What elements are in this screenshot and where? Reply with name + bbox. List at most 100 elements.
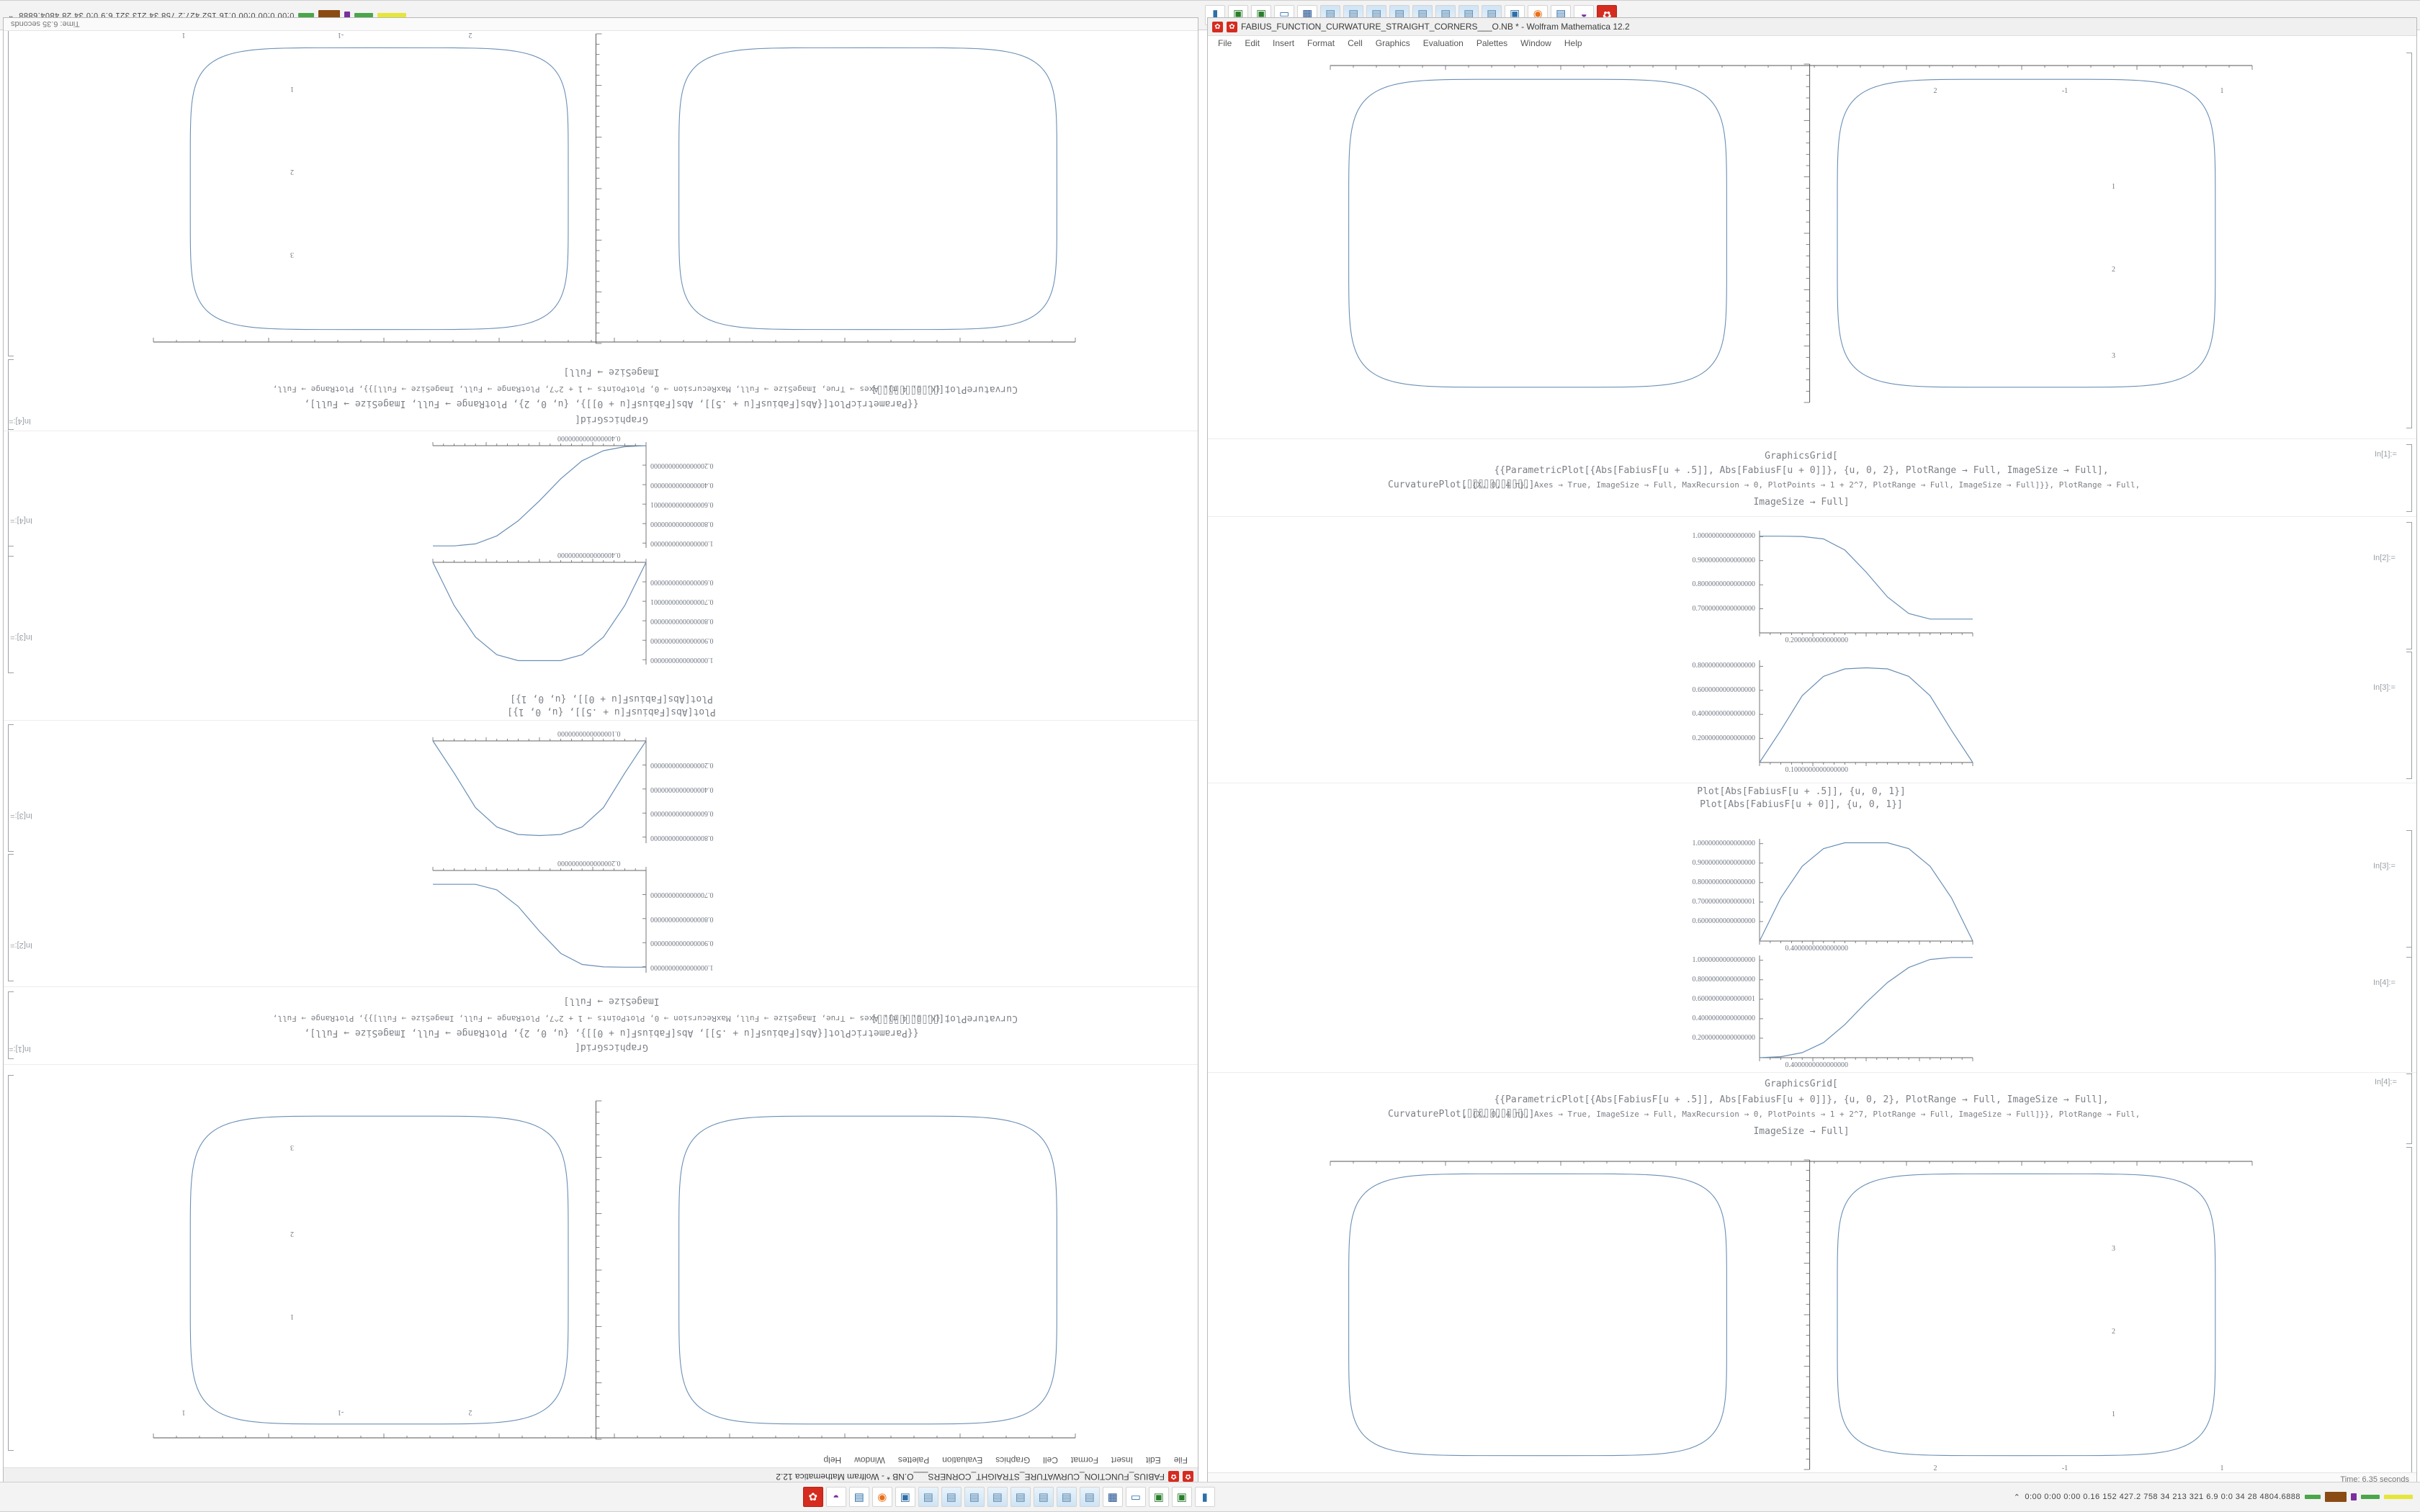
x-tick-1b: 1 [2220,1464,2224,1472]
cell-bracket-in4[interactable] [8,359,14,431]
y-tick-1b: 1 [290,85,294,93]
cell-bracket-out1[interactable] [8,1075,14,1451]
cell-bracket-in1[interactable] [2406,444,2412,512]
menu-item-palettes[interactable]: Palettes [897,1455,930,1465]
taskbar-tray-caret[interactable]: ⌃ [2013,1493,2021,1502]
squircle-parametric-plot [1330,1159,2253,1470]
cell-divider [4,986,1198,987]
menu-item-file[interactable]: File [1173,1455,1188,1465]
menu-item-evaluation[interactable]: Evaluation [942,1455,983,1465]
y-tick-label: 0.4000000000000000 [1692,710,1756,719]
output-graphic-squircle-top [146,1082,1104,1449]
cell-bracket-out4[interactable] [2406,947,2412,1074]
y-tick-label: 0.6000000000000000 [650,809,714,818]
cell-bracket-in4[interactable] [2406,1072,2412,1144]
menu-item-edit[interactable]: Edit [1245,38,1260,48]
menu-item-edit[interactable]: Edit [1145,1455,1161,1465]
menu-item-graphics[interactable]: Graphics [1375,38,1410,48]
cell-bracket-out3[interactable] [2406,652,2412,779]
plot-plot-out-3: 0.6000000000000000 0.7000000000000001 0.80… [1669,833,1986,955]
menu-item-cell[interactable]: Cell [1043,1455,1058,1465]
status-time-left: Time: 6.35 seconds [11,19,80,29]
taskbar-bottom[interactable]: ✿ ◓ ▤ ◉ ▣ ▤ ▤ ▤ ▤ ▤ ▤ ▤ ▤ ▦ ▭ ▣ ▣ ▮ ⌃ 0:00 0:00 0:00 0.16… [0,1482,2420,1512]
x-tick-minus1b: -1 [337,31,344,39]
menu-item-format[interactable]: Format [1070,1455,1098,1465]
x-tick-label: 0.4000000000000000 [557,434,621,442]
menu-item-palettes[interactable]: Palettes [1476,38,1508,48]
cell-bracket-out3[interactable] [8,724,14,852]
plot-canvas [1759,531,1973,636]
menu-item-insert[interactable]: Insert [1273,38,1295,48]
menu-item-graphics[interactable]: Graphics [995,1455,1031,1465]
remote-desktop-icon[interactable]: ▣ [895,1487,915,1507]
code-line-curvatureplot: CurvaturePlot[⌷⌷⌷⌷⌷⌷⌷⌷⌷⌷⌷] [871,1013,1018,1024]
y-tick-label: 1.0000000000000000 [650,656,714,665]
menu-item-insert[interactable]: Insert [1111,1455,1133,1465]
menu-item-evaluation[interactable]: Evaluation [1422,38,1464,48]
in-label-3b: In[3]:= [2373,862,2396,870]
menu-bar-left[interactable]: File Edit Insert Format Cell Graphics Ev… [4,1452,1198,1467]
cell-bracket-out2[interactable] [2406,522,2412,649]
plot-canvas [432,559,647,665]
blue-device-icon[interactable]: ▮ [1194,1487,1215,1507]
notebook-icon-4[interactable]: ▤ [987,1487,1008,1507]
taskbar-icons[interactable]: ✿ ◓ ▤ ◉ ▣ ▤ ▤ ▤ ▤ ▤ ▤ ▤ ▤ ▦ ▭ ▣ ▣ ▮ [4,1487,2014,1507]
y-tick-3: 3 [2112,352,2115,360]
notebook-icon-1[interactable]: ▤ [918,1487,938,1507]
notebook-icon-5[interactable]: ▤ [1010,1487,1031,1507]
notebook-canvas-left[interactable]: 1 -1 2 1 2 3 GraphicsGrid[{{ParametricPlot[{Ab… [4,31,1198,1454]
cell-bracket-out3b[interactable] [8,546,14,673]
firefox-icon[interactable]: ◉ [871,1487,892,1507]
cell-bracket-out3b[interactable] [2406,830,2412,958]
mathematica-icon[interactable]: ✿ [802,1487,823,1507]
x-tick-label: 0.2000000000000000 [557,859,621,867]
code-line-axes: , {X, 0, 4 π}, Axes → True, ImageSize → … [272,1014,951,1023]
squircle-right [189,1115,569,1425]
code-line-axes: , {X, 0, 4 π}, Axes → True, ImageSize → … [1462,480,2141,490]
cell-bracket-out4b[interactable] [2406,1147,2412,1472]
app-purple-icon[interactable]: ◓ [825,1487,846,1507]
menu-bar-right[interactable]: File Edit Insert Format Cell Graphics Ev… [1208,36,2416,51]
notebook-icon-7[interactable]: ▤ [1056,1487,1077,1507]
notebook-icon-3[interactable]: ▤ [964,1487,985,1507]
green-terminal-icon[interactable]: ▣ [1148,1487,1169,1507]
menu-item-file[interactable]: File [1218,38,1232,48]
code-line-plot-half: Plot[Abs[FabiusF[u + .5]], {u, 0, 1}] [1697,786,1906,797]
window-title-bar-right[interactable]: ✿ ✿ FABIUS_FUNCTION_CURWATURE_STRAIGHT_C… [1208,18,2416,36]
menu-item-window[interactable]: Window [1520,38,1551,48]
notebook-window-right[interactable]: ✿ ✿ FABIUS_FUNCTION_CURWATURE_STRAIGHT_C… [1207,17,2417,1486]
menu-item-cell[interactable]: Cell [1348,38,1363,48]
save-disk-icon[interactable]: ▦ [1102,1487,1123,1507]
plot-plot-out-2: 0.2000000000000000 0.4000000000000000 0.60… [1669,654,1986,777]
y-tick-2b: 2 [290,168,294,176]
document-viewer-icon[interactable]: ▤ [848,1487,869,1507]
notebook-icon-2[interactable]: ▤ [941,1487,962,1507]
cell-bracket-out1[interactable] [2406,53,2412,428]
menu-item-format[interactable]: Format [1307,38,1335,48]
notebook-window-left[interactable]: ✿ ✿ FABIUS_FUNCTION_CURWATURE_STRAIGHT_C… [3,17,1198,1486]
taskbar-tray[interactable]: ⌃ 0:00 0:00 0:00 0.16 152 427.2 758 34 2… [2014,1492,2420,1502]
plot-plot-out-1: 0.7000000000000000 0.8000000000000000 0.90… [1669,525,1986,647]
monitor-icon[interactable]: ▭ [1125,1487,1146,1507]
code-line-curvatureplot: CurvaturePlot[⌷⌷⌷⌷⌷⌷⌷⌷⌷⌷⌷] [1388,480,1535,490]
cell-bracket-out2[interactable] [8,854,14,981]
data-series-line [433,445,647,546]
y-tick-label: 0.2000000000000000 [650,761,714,770]
notebook-icon-6[interactable]: ▤ [1033,1487,1054,1507]
cell-bracket-in1[interactable] [8,991,14,1059]
y-tick-3: 3 [290,1143,294,1151]
data-series-line [1759,667,1973,763]
notebook-canvas-right[interactable]: 1 -1 2 1 2 3 GraphicsGrid[{{ParametricPlot[{Ab… [1208,50,2416,1472]
code-line-graphicsgrid-2: GraphicsGrid[ [1765,1079,1838,1089]
cell-bracket-out4[interactable] [8,429,14,557]
y-tick-label: 0.9000000000000000 [650,939,714,948]
menu-item-help[interactable]: Help [1564,38,1582,48]
green-terminal-icon-2[interactable]: ▣ [1171,1487,1192,1507]
notebook-icon-8[interactable]: ▤ [1079,1487,1100,1507]
menu-item-help[interactable]: Help [823,1455,842,1465]
menu-item-window[interactable]: Window [854,1455,885,1465]
cell-bracket-out4b[interactable] [8,31,14,356]
cell-divider [4,1064,1198,1065]
in-label-4: In[4]:= [2373,978,2396,987]
code-line-parametricplot: {{ParametricPlot[{Abs[FabiusF[u + .5]], … [304,1027,919,1038]
